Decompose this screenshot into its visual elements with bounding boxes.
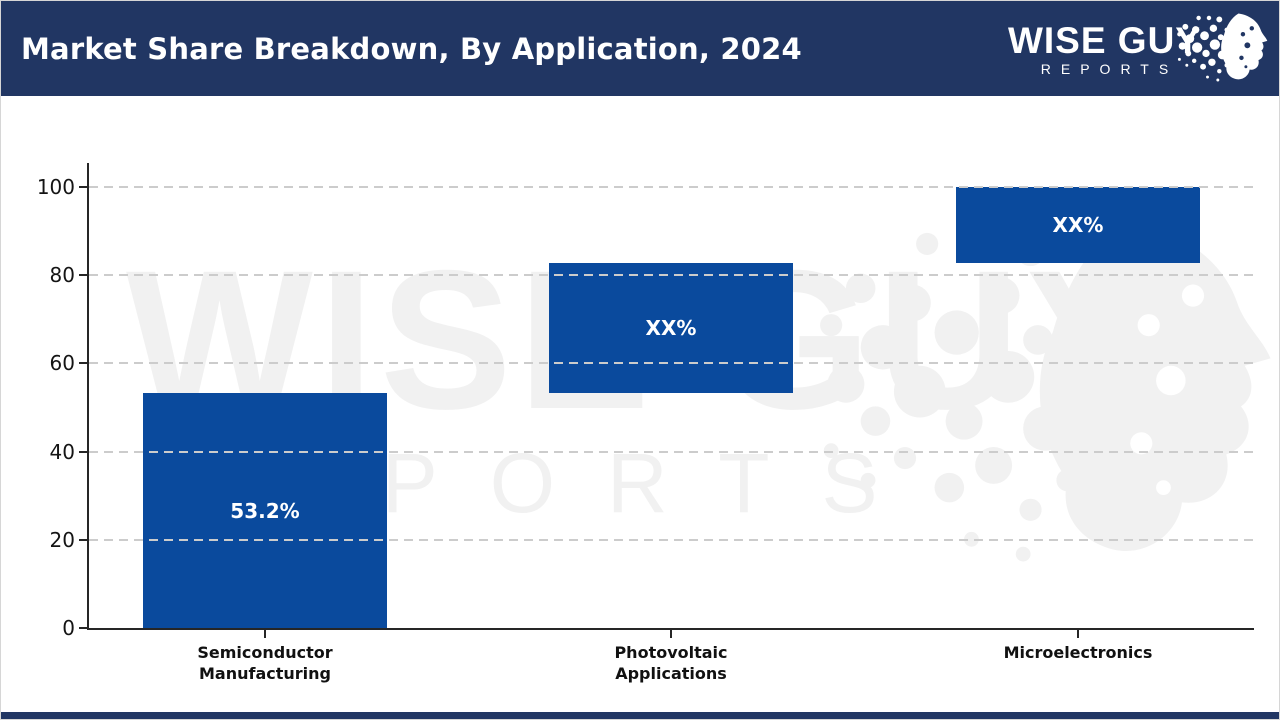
- y-tick-label: 40: [49, 439, 75, 464]
- category-label: Photovoltaic Applications: [614, 643, 728, 684]
- category-label: Semiconductor Manufacturing: [197, 643, 333, 684]
- face-profile-icon: [1177, 13, 1268, 81]
- header: Market Share Breakdown, By Application, …: [1, 1, 1279, 96]
- bar-value-label: XX%: [1052, 213, 1104, 238]
- gridline: [89, 186, 1254, 188]
- x-axis-line: [87, 628, 1254, 630]
- y-tick-label: 0: [62, 616, 75, 640]
- gridline: [89, 538, 1254, 541]
- brand-logo: WISE GUY REPORTS: [1008, 1, 1271, 96]
- x-tick: [1077, 630, 1079, 638]
- bar-value-label: XX%: [645, 316, 697, 341]
- y-tick-label: 60: [49, 351, 75, 376]
- brand-subtitle: REPORTS: [1040, 60, 1179, 77]
- gridline: [89, 274, 1254, 277]
- x-tick: [670, 630, 672, 638]
- y-tick-label: 80: [49, 263, 75, 288]
- y-tick: [79, 274, 87, 277]
- footer-bar: [1, 712, 1279, 719]
- y-tick: [79, 538, 87, 541]
- y-tick: [79, 450, 87, 453]
- brand-name: WISE GUY: [1007, 19, 1201, 61]
- gridline: [89, 450, 1254, 453]
- bar-segment: [549, 263, 793, 394]
- chart-area: WISE GUY REPORTS 0 20 40 60 80 100 53.2% XX% XX%…: [1, 96, 1279, 714]
- page-title: Market Share Breakdown, By Application, …: [21, 31, 802, 66]
- y-tick: [79, 186, 87, 188]
- y-tick: [79, 362, 87, 365]
- y-tick-label: 100: [36, 175, 75, 199]
- brand-logo-text: WISE GUY REPORTS: [1008, 22, 1201, 76]
- bar-segment: [143, 393, 387, 628]
- gridline: [89, 362, 1254, 365]
- y-tick-label: 20: [49, 527, 75, 552]
- y-axis-line: [87, 163, 89, 630]
- x-tick: [264, 630, 266, 638]
- bar-value-label: 53.2%: [230, 498, 300, 523]
- category-label: Microelectronics: [1003, 643, 1153, 662]
- y-tick: [79, 627, 87, 629]
